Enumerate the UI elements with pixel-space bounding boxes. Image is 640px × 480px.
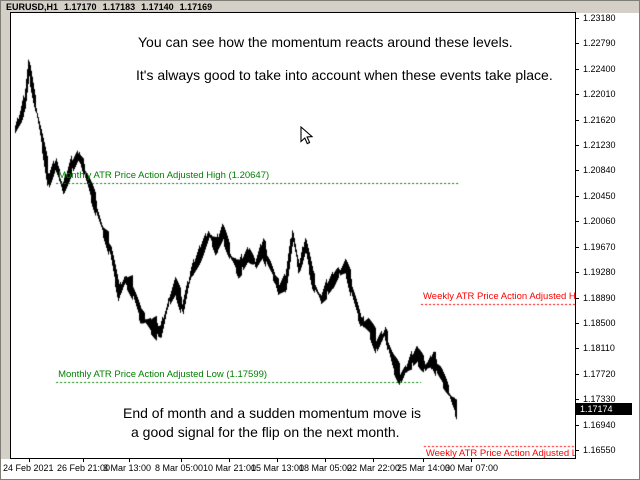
time-tick-label: 22 Mar 22:00: [347, 463, 401, 473]
price-axis-tick-mark: [576, 196, 579, 197]
annotation-top-2: It's always good to take into account wh…: [136, 67, 553, 83]
price-axis-tick-mark: [576, 221, 579, 222]
price-axis-tick-mark: [576, 450, 579, 451]
price-axis-tick-mark: [576, 43, 579, 44]
price-tick-label: 1.20840: [583, 165, 616, 175]
time-tick-label: 10 Mar 21:00: [203, 463, 257, 473]
price-tick-label: 1.20060: [583, 216, 616, 226]
price-axis-tick-mark: [576, 323, 579, 324]
time-tick-label: 30 Mar 07:00: [445, 463, 499, 473]
quote-high: 1.17183: [102, 2, 136, 12]
time-axis-tick-mark: [29, 459, 30, 462]
quote-bar: EURUSD,H1 1.17170 1.17183 1.17140 1.17169: [6, 2, 218, 12]
time-axis-tick-mark: [325, 459, 326, 462]
time-axis-tick-mark: [129, 459, 130, 462]
price-tick-label: 1.20450: [583, 191, 616, 201]
time-tick-label: 15 Mar 13:00: [251, 463, 305, 473]
price-axis-tick-mark: [576, 145, 579, 146]
price-axis-tick-mark: [576, 170, 579, 171]
price-axis-tick-mark: [576, 94, 579, 95]
monthly-atr-high-label[interactable]: Monthly ATR Price Action Adjusted High (…: [58, 170, 270, 182]
price-axis-tick-mark: [576, 18, 579, 19]
quote-close: 1.17169: [179, 2, 213, 12]
time-tick-label: 24 Feb 2021: [3, 463, 54, 473]
time-axis-tick-mark: [277, 459, 278, 462]
annotation-bottom-1: End of month and a sudden momentum move …: [123, 405, 422, 421]
price-axis[interactable]: 1.23180 1.22790 1.22400 1.22010 1.21620 1.212…: [576, 13, 639, 459]
price-axis-tick-mark: [576, 374, 579, 375]
symbol-timeframe-label: EURUSD,H1: [6, 2, 59, 12]
price-axis-tick-mark: [576, 272, 579, 273]
price-tick-label: 1.22790: [583, 38, 616, 48]
quote-low: 1.17140: [141, 2, 174, 12]
price-tick-label: 1.21230: [583, 140, 616, 150]
price-tick-label: 1.22010: [583, 89, 616, 99]
price-axis-tick-mark: [576, 399, 579, 400]
time-axis-tick-mark: [471, 459, 472, 462]
annotation-bottom-2: a good signal for the flip on the next m…: [131, 424, 400, 440]
price-axis-tick-mark: [576, 247, 579, 248]
price-tick-label: 1.16940: [583, 420, 616, 430]
price-axis-tick-mark: [576, 120, 579, 121]
time-tick-label: 25 Mar 14:00: [397, 463, 451, 473]
price-axis-tick-mark: [576, 69, 579, 70]
time-axis-tick-mark: [83, 459, 84, 462]
price-tick-label: 1.19670: [583, 242, 616, 252]
price-tick-label: 1.16550: [583, 445, 616, 455]
weekly-atr-low-label[interactable]: Weekly ATR Price Action Adjusted Low (1.: [425, 448, 575, 459]
price-tick-label: 1.22400: [583, 64, 616, 74]
current-price-badge: 1.17174: [576, 403, 632, 415]
time-axis[interactable]: 24 Feb 2021 26 Feb 21:00 3 Mar 13:00 8 Mar …: [1, 459, 639, 479]
weekly-atr-high-label[interactable]: Weekly ATR Price Action Adjusted High (1…: [423, 291, 576, 303]
time-tick-label: 3 Mar 13:00: [103, 463, 152, 473]
price-tick-label: 1.17720: [583, 369, 616, 379]
price-axis-tick-mark: [576, 348, 579, 349]
price-tick-label: 1.19280: [583, 267, 616, 277]
time-tick-label: 18 Mar 05:00: [299, 463, 353, 473]
price-tick-label: 1.18500: [583, 318, 616, 328]
quote-open: 1.17170: [64, 2, 97, 12]
time-axis-tick-mark: [423, 459, 424, 462]
monthly-atr-low-label[interactable]: Monthly ATR Price Action Adjusted Low (1…: [58, 368, 268, 380]
candlestick-chart-canvas: [11, 13, 575, 458]
mouse-cursor-icon: [300, 126, 313, 145]
annotation-top-1: You can see how the momentum reacts arou…: [138, 34, 513, 50]
price-tick-label: 1.17330: [583, 394, 616, 404]
time-axis-tick-mark: [229, 459, 230, 462]
chart-plot-area[interactable]: You can see how the momentum reacts arou…: [10, 12, 576, 459]
time-axis-tick-mark: [181, 459, 182, 462]
price-tick-label: 1.21620: [583, 115, 616, 125]
price-tick-label: 1.18890: [583, 293, 616, 303]
price-axis-tick-mark: [576, 298, 579, 299]
time-tick-label: 8 Mar 05:00: [155, 463, 204, 473]
price-axis-tick-mark: [576, 425, 579, 426]
price-tick-label: 1.18110: [583, 343, 615, 353]
time-tick-label: 26 Feb 21:00: [57, 463, 111, 473]
time-axis-tick-mark: [373, 459, 374, 462]
price-tick-label: 1.23180: [583, 13, 616, 23]
